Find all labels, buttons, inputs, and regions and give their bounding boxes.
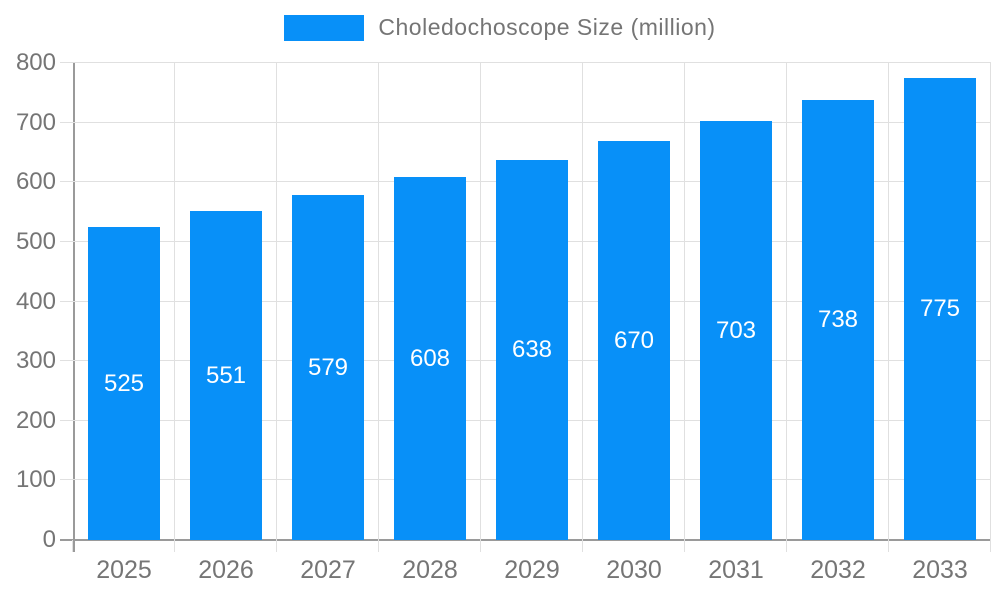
- x-tick-label: 2029: [504, 556, 560, 584]
- x-tick-label: 2025: [96, 556, 152, 584]
- bar: 703: [700, 121, 772, 540]
- x-axis-tick: [888, 540, 889, 552]
- y-tick-label: 300: [15, 347, 56, 375]
- bar: 608: [394, 177, 466, 540]
- bar: 638: [496, 160, 568, 540]
- y-tick-label: 700: [15, 108, 56, 136]
- x-tick-label: 2031: [708, 556, 764, 584]
- y-axis-tick: [60, 479, 73, 481]
- vertical-gridline: [990, 63, 991, 540]
- x-axis-tick: [174, 540, 175, 552]
- x-axis-line: [60, 539, 991, 541]
- bar-value-label: 551: [205, 361, 247, 389]
- y-tick-label: 0: [42, 526, 56, 553]
- x-axis-tick: [378, 540, 379, 552]
- horizontal-gridline: [73, 121, 991, 123]
- vertical-gridline: [888, 63, 889, 540]
- bar: 775: [904, 78, 976, 540]
- legend-item[interactable]: Choledochoscope Size (million): [284, 14, 715, 41]
- bar-value-label: 703: [715, 316, 757, 344]
- x-tick-label: 2028: [402, 556, 458, 584]
- y-axis-tick: [60, 419, 73, 421]
- vertical-gridline: [786, 63, 787, 540]
- vertical-gridline: [174, 63, 175, 540]
- x-axis-tick: [276, 540, 277, 552]
- bar-value-label: 608: [409, 344, 451, 372]
- y-axis-line: [73, 63, 75, 552]
- bar: 738: [802, 100, 874, 540]
- legend-swatch: [284, 14, 365, 41]
- x-axis-tick: [480, 540, 481, 552]
- y-tick-label: 800: [15, 49, 56, 76]
- bar-value-label: 638: [511, 336, 553, 363]
- y-tick-label: 200: [15, 406, 56, 434]
- x-axis-tick: [72, 540, 73, 552]
- x-tick-label: 2030: [606, 556, 662, 584]
- bar: 670: [598, 141, 670, 540]
- x-axis-tick: [582, 540, 583, 552]
- bar-value-label: 525: [103, 369, 145, 397]
- bar-value-label: 579: [307, 353, 349, 381]
- y-axis-tick: [60, 240, 73, 242]
- y-tick-label: 600: [15, 168, 56, 196]
- plot-area: 0 100 200 300 400 500 600 700 800 525 2025 551 2026 5…: [16, 49, 991, 584]
- y-tick-label: 400: [15, 287, 56, 315]
- vertical-gridline: [276, 63, 277, 540]
- bar-value-label: 775: [919, 295, 961, 322]
- bar: 525: [88, 227, 160, 540]
- y-tick-label: 500: [15, 227, 56, 255]
- legend: Choledochoscope Size (million): [0, 14, 1000, 41]
- y-axis-tick: [60, 121, 73, 123]
- bar: 551: [190, 211, 262, 540]
- vertical-gridline: [480, 63, 481, 540]
- bar-value-label: 670: [613, 326, 655, 354]
- x-tick-label: 2027: [300, 556, 356, 584]
- x-tick-label: 2032: [810, 556, 866, 584]
- y-axis-tick: [60, 360, 73, 362]
- y-axis-tick: [60, 62, 73, 63]
- x-axis-tick: [786, 540, 787, 552]
- bar-value-label: 738: [817, 306, 859, 333]
- x-tick-label: 2033: [912, 556, 968, 584]
- x-axis-tick: [684, 540, 685, 552]
- y-tick-label: 100: [15, 466, 56, 494]
- legend-label: Choledochoscope Size (million): [378, 14, 716, 40]
- horizontal-gridline: [73, 62, 991, 63]
- x-axis-tick: [990, 540, 991, 552]
- y-axis-tick: [60, 181, 73, 183]
- vertical-gridline: [378, 63, 379, 540]
- vertical-gridline: [684, 63, 685, 540]
- vertical-gridline: [582, 63, 583, 540]
- y-axis-tick: [60, 300, 73, 302]
- bar: 579: [292, 195, 364, 540]
- x-tick-label: 2026: [198, 556, 254, 584]
